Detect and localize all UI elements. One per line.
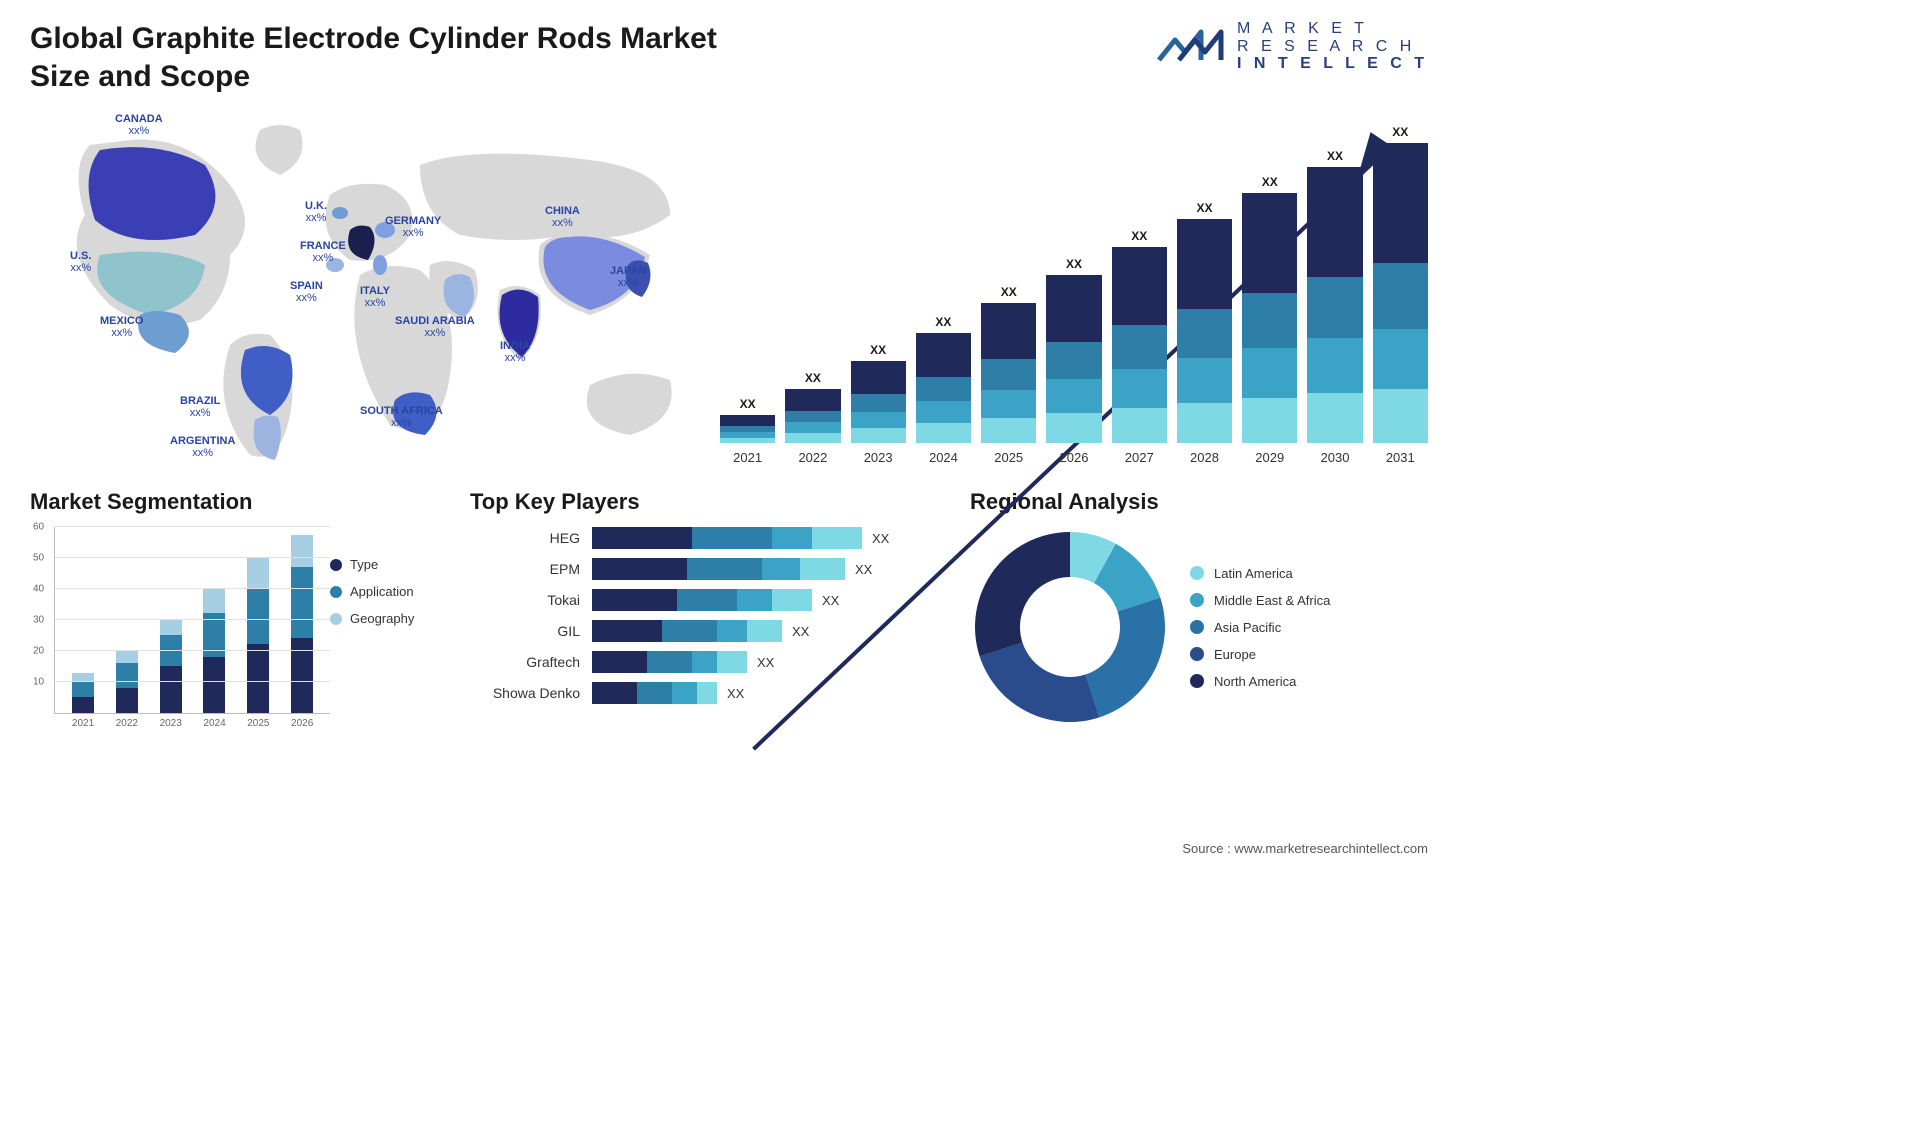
growth-bar-2026: XX [1046, 257, 1101, 443]
region-legend-europe: Europe [1190, 647, 1330, 662]
player-label-gil: GIL [557, 620, 580, 642]
growth-bar-2031: XX [1373, 125, 1428, 443]
segmentation-legend: Type Application Geography [330, 527, 450, 732]
map-label-germany: GERMANYxx% [385, 215, 441, 239]
key-players-title: Top Key Players [470, 489, 950, 515]
brand-logo: M A R K E T R E S E A R C H I N T E L L … [1157, 20, 1428, 73]
logo-mark-icon [1157, 28, 1227, 64]
seg-bar-2021 [72, 673, 94, 714]
player-label-heg: HEG [550, 527, 580, 549]
seg-bar-2025 [247, 557, 269, 713]
growth-bar-2024: XX [916, 315, 971, 443]
seg-legend-type: Type [330, 557, 450, 572]
region-legend-middle-east-africa: Middle East & Africa [1190, 593, 1330, 608]
segmentation-title: Market Segmentation [30, 489, 450, 515]
region-legend-north-america: North America [1190, 674, 1330, 689]
growth-chart: XXXXXXXXXXXXXXXXXXXXXX 20212022202320242… [720, 105, 1428, 465]
player-label-showa-denko: Showa Denko [493, 682, 580, 704]
growth-bar-2025: XX [981, 285, 1036, 443]
growth-bar-2030: XX [1307, 149, 1362, 443]
map-label-us: U.S.xx% [70, 250, 91, 274]
map-label-spain: SPAINxx% [290, 280, 323, 304]
growth-bar-2029: XX [1242, 175, 1297, 443]
regional-legend: Latin America Middle East & Africa Asia Pa… [1190, 566, 1330, 689]
player-bar-epm: XX [592, 558, 950, 580]
growth-bar-2028: XX [1177, 201, 1232, 443]
regional-panel: Regional Analysis Latin America Middle Ea… [970, 489, 1428, 732]
seg-legend-geography: Geography [330, 611, 450, 626]
seg-legend-application: Application [330, 584, 450, 599]
map-label-saudiarabia: SAUDI ARABIAxx% [395, 315, 475, 339]
growth-bar-2021: XX [720, 397, 775, 443]
player-bar-gil: XX [592, 620, 950, 642]
player-bar-graftech: XX [592, 651, 950, 673]
donut-slice-north-america [975, 532, 1070, 656]
map-label-france: FRANCExx% [300, 240, 346, 264]
map-label-china: CHINAxx% [545, 205, 580, 229]
logo-text: M A R K E T R E S E A R C H I N T E L L … [1237, 20, 1428, 73]
map-label-brazil: BRAZILxx% [180, 395, 220, 419]
player-bar-showa-denko: XX [592, 682, 950, 704]
growth-bar-2023: XX [851, 343, 906, 443]
map-label-argentina: ARGENTINAxx% [170, 435, 235, 459]
map-label-japan: JAPANxx% [610, 265, 646, 289]
segmentation-panel: Market Segmentation 20212022202320242025… [30, 489, 450, 732]
map-label-southafrica: SOUTH AFRICAxx% [360, 405, 443, 429]
regional-donut-chart [970, 527, 1170, 727]
regional-title: Regional Analysis [970, 489, 1428, 515]
source-text: Source : www.marketresearchintellect.com [1182, 841, 1428, 856]
page-title: Global Graphite Electrode Cylinder Rods … [30, 20, 730, 95]
region-legend-latin-america: Latin America [1190, 566, 1330, 581]
segmentation-chart: 202120222023202420252026 102030405060 [54, 527, 330, 714]
region-legend-asia-pacific: Asia Pacific [1190, 620, 1330, 635]
growth-bar-2022: XX [785, 371, 840, 443]
map-label-india: INDIAxx% [500, 340, 530, 364]
donut-slice-asia-pacific [1085, 598, 1165, 718]
player-bar-tokai: XX [592, 589, 950, 611]
player-label-tokai: Tokai [547, 589, 580, 611]
seg-bar-2023 [160, 620, 182, 713]
seg-bar-2026 [291, 535, 313, 713]
player-bar-heg: XX [592, 527, 950, 549]
map-label-canada: CANADAxx% [115, 113, 163, 137]
player-label-epm: EPM [550, 558, 580, 580]
donut-slice-europe [980, 642, 1100, 722]
map-label-italy: ITALYxx% [360, 285, 390, 309]
key-players-chart: HEG EPM Tokai GIL Graftech Showa Denko XX XX XX… [470, 527, 950, 704]
player-label-graftech: Graftech [526, 651, 580, 673]
growth-bar-2027: XX [1112, 229, 1167, 443]
map-label-uk: U.K.xx% [305, 200, 327, 224]
world-map: CANADAxx% U.S.xx% MEXICOxx% BRAZILxx% ARGENT… [30, 105, 690, 465]
map-label-mexico: MEXICOxx% [100, 315, 143, 339]
key-players-panel: Top Key Players HEG EPM Tokai GIL Graftech Sh… [470, 489, 950, 732]
